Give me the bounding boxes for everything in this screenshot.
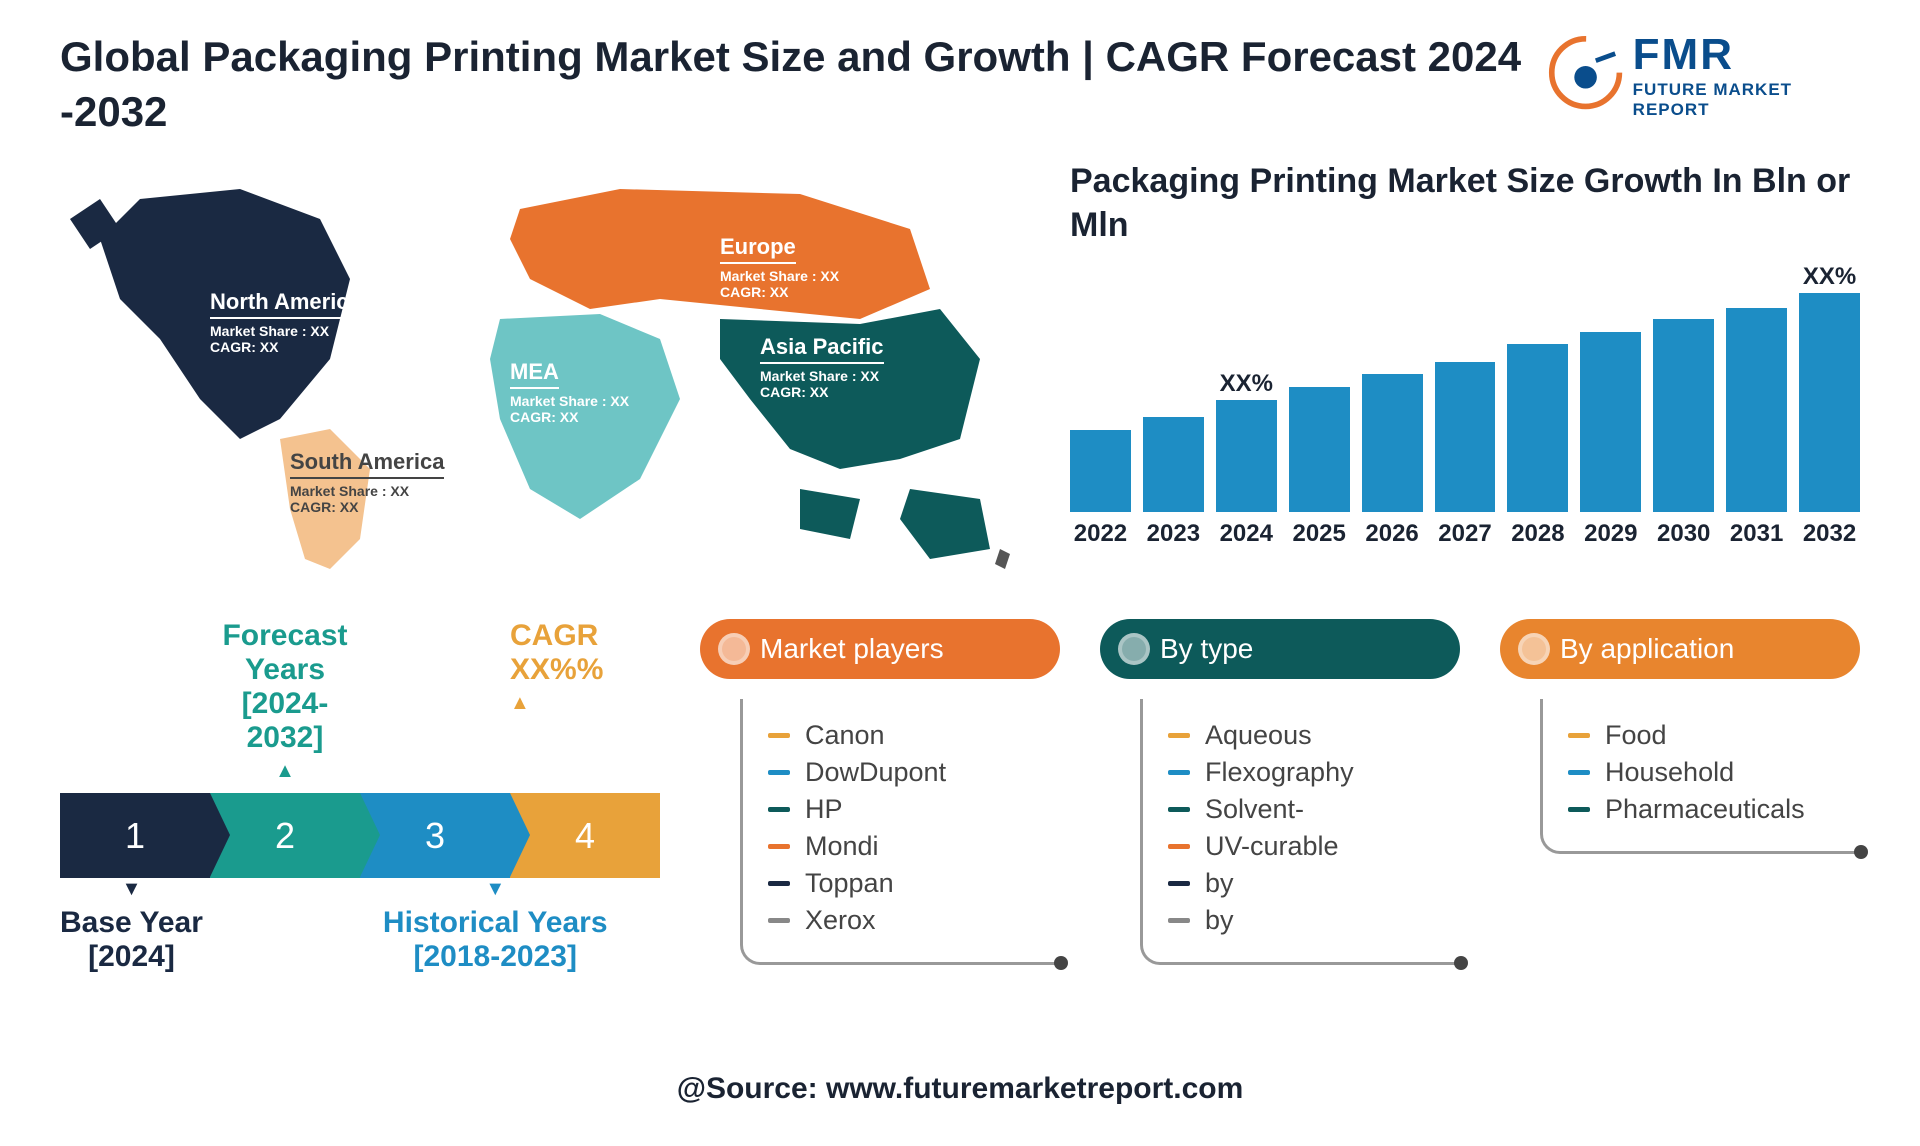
market-players-header: Market players [700,619,1060,679]
bar-year-label: 2028 [1511,520,1564,548]
bar-year-label: 2024 [1220,520,1273,548]
dash-icon [768,918,790,923]
bar-year-label: 2030 [1657,520,1710,548]
by-type-column: By type Aqueous Flexography Solvent- UV-cur… [1100,619,1460,965]
region-eu: Europe [720,234,796,264]
chart-bar [1507,344,1568,511]
page-title: Global Packaging Printing Market Size an… [60,30,1548,139]
bar-annotation: XX% [1220,370,1273,398]
chart-bar [1726,308,1787,512]
chart-bar [1216,400,1277,511]
chart-bar [1143,417,1204,511]
dash-icon [1168,733,1190,738]
list-item: Pharmaceuticals [1568,794,1840,825]
bar-year-label: 2032 [1803,520,1856,548]
dash-icon [1568,733,1590,738]
dash-icon [768,881,790,886]
chart-bar [1435,362,1496,512]
bar-year-label: 2029 [1584,520,1637,548]
dash-icon [768,733,790,738]
dash-icon [1568,807,1590,812]
chart-bar [1580,332,1641,512]
bar-year-label: 2026 [1365,520,1418,548]
list-item: Flexography [1168,757,1440,788]
timeline-seg-4: 4 [510,793,660,878]
timeline-bar: 1 2 3 4 [60,793,660,878]
timeline: Forecast Years [2024-2032] ▲ CAGR XX%% ▲… [60,619,660,974]
list-item: by [1168,905,1440,936]
dash-icon [1568,770,1590,775]
list-item: HP [768,794,1040,825]
chart-bar [1289,387,1350,511]
fmr-logo: FMR FUTURE MARKET REPORT [1548,30,1860,120]
chart-title: Packaging Printing Market Size Growth In… [1070,159,1860,247]
timeline-seg-2: 2 [210,793,360,878]
dash-icon [1168,881,1190,886]
logo-text: FMR [1633,30,1860,80]
list-item: DowDupont [768,757,1040,788]
logo-subtitle: FUTURE MARKET REPORT [1633,80,1860,120]
by-application-column: By application Food Household Pharmaceutic… [1500,619,1860,965]
bar-year-label: 2025 [1292,520,1345,548]
logo-icon [1548,35,1623,115]
source-attribution: @Source: www.futuremarketreport.com [677,1072,1244,1106]
list-item: Xerox [768,905,1040,936]
dash-icon [1168,844,1190,849]
timeline-seg-1: 1 [60,793,210,878]
list-item: Canon [768,720,1040,751]
list-item: by [1168,868,1440,899]
chart-bar [1070,430,1131,511]
dash-icon [768,844,790,849]
list-item: Solvent- [1168,794,1440,825]
chart-bar [1653,319,1714,512]
dash-icon [1168,918,1190,923]
list-item: Toppan [768,868,1040,899]
region-sa: South America [290,449,444,479]
bar-year-label: 2031 [1730,520,1783,548]
list-item: Aqueous [1168,720,1440,751]
bar-annotation: XX% [1803,263,1856,291]
dash-icon [768,807,790,812]
list-item: Mondi [768,831,1040,862]
dash-icon [1168,770,1190,775]
dash-icon [768,770,790,775]
bar-year-label: 2023 [1147,520,1200,548]
bar-chart: Packaging Printing Market Size Growth In… [1040,159,1860,579]
by-type-header: By type [1100,619,1460,679]
region-na: North America [210,289,361,319]
chart-bar [1362,374,1423,511]
region-mea: MEA [510,359,559,389]
dash-icon [1168,807,1190,812]
bar-year-label: 2027 [1438,520,1491,548]
list-item: Food [1568,720,1840,751]
by-application-header: By application [1500,619,1860,679]
list-item: UV-curable [1168,831,1440,862]
world-map: North AmericaMarket Share : XXCAGR: XX S… [60,159,1020,579]
chart-bar [1799,293,1860,512]
market-players-column: Market players Canon DowDupont HP Mondi Topp… [700,619,1060,965]
bar-year-label: 2022 [1074,520,1127,548]
timeline-seg-3: 3 [360,793,510,878]
list-item: Household [1568,757,1840,788]
region-ap: Asia Pacific [760,334,884,364]
